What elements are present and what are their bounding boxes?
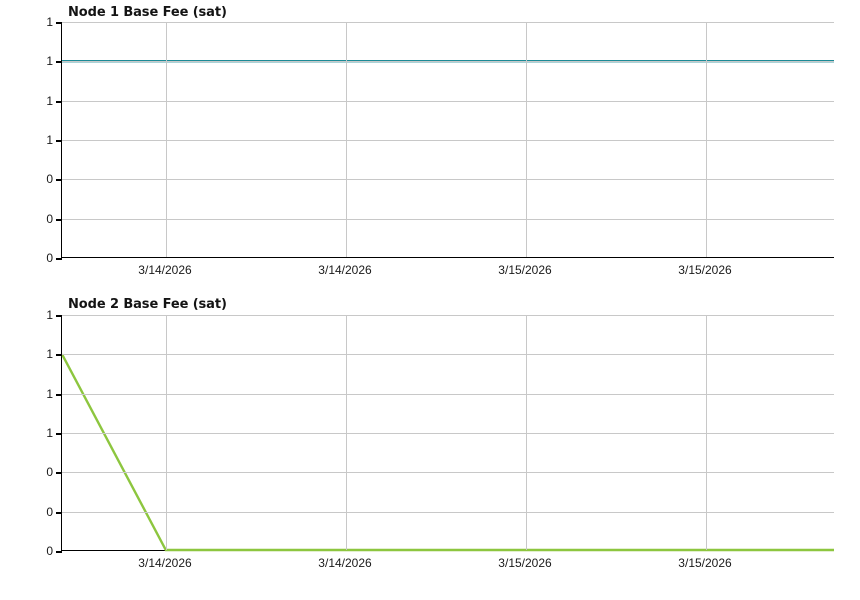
x-tick-label: 3/14/2026 [138, 263, 192, 277]
y-tick-mark [56, 433, 62, 435]
gridline-vertical [706, 315, 707, 550]
y-tick-mark [56, 140, 62, 142]
x-tick-label: 3/15/2026 [678, 263, 732, 277]
y-tick-label: 1 [46, 54, 53, 68]
y-axis-labels-node-1: 1 1 1 1 0 0 0 [0, 16, 53, 264]
y-tick-label: 1 [46, 387, 53, 401]
y-tick-label: 0 [46, 505, 53, 519]
gridline-horizontal [62, 394, 834, 395]
y-tick-label: 0 [46, 172, 53, 186]
gridline-vertical [166, 315, 167, 550]
chart-title-node-1: Node 1 Base Fee (sat) [68, 5, 227, 20]
y-tick-mark [56, 219, 62, 221]
series-line-node-2 [62, 315, 834, 550]
x-tick-label: 3/14/2026 [318, 556, 372, 570]
gridline-horizontal [62, 101, 834, 102]
series-polyline [62, 354, 834, 550]
x-axis-labels-node-1: 3/14/2026 3/14/2026 3/15/2026 3/15/2026 [0, 264, 860, 282]
gridline-horizontal [62, 22, 834, 23]
gridline-horizontal [62, 140, 834, 141]
y-tick-label: 1 [46, 426, 53, 440]
gridline-horizontal [62, 61, 834, 62]
gridline-horizontal [62, 472, 834, 473]
y-tick-label: 0 [46, 544, 53, 558]
gridline-horizontal [62, 433, 834, 434]
y-tick-label: 0 [46, 212, 53, 226]
y-tick-label: 1 [46, 308, 53, 322]
x-axis-labels-node-2: 3/14/2026 3/14/2026 3/15/2026 3/15/2026 [0, 557, 860, 575]
y-axis-labels-node-2: 1 1 1 1 0 0 0 [0, 309, 53, 557]
y-tick-label: 0 [46, 465, 53, 479]
gridline-horizontal [62, 219, 834, 220]
gridline-horizontal [62, 354, 834, 355]
gridline-vertical [526, 315, 527, 550]
y-tick-mark [56, 472, 62, 474]
x-tick-label: 3/14/2026 [318, 263, 372, 277]
y-tick-mark [56, 315, 62, 317]
x-tick-label: 3/15/2026 [498, 263, 552, 277]
y-tick-mark [56, 512, 62, 514]
chart-title-node-2: Node 2 Base Fee (sat) [68, 297, 227, 312]
y-tick-mark [56, 258, 62, 260]
x-tick-label: 3/15/2026 [678, 556, 732, 570]
plot-area-node-1 [56, 22, 834, 260]
y-tick-label: 1 [46, 15, 53, 29]
y-tick-mark [56, 101, 62, 103]
y-tick-mark [56, 394, 62, 396]
gridline-horizontal [62, 512, 834, 513]
y-tick-mark [56, 61, 62, 63]
gridline-vertical [166, 22, 167, 257]
y-tick-mark [56, 551, 62, 553]
y-tick-label: 1 [46, 347, 53, 361]
y-tick-mark [56, 354, 62, 356]
gridline-vertical [706, 22, 707, 257]
gridline-vertical [526, 22, 527, 257]
x-tick-label: 3/15/2026 [498, 556, 552, 570]
y-tick-label: 1 [46, 94, 53, 108]
y-tick-mark [56, 179, 62, 181]
y-tick-label: 0 [46, 251, 53, 265]
gridline-horizontal [62, 179, 834, 180]
y-tick-label: 1 [46, 133, 53, 147]
plot-area-node-2 [56, 315, 834, 553]
y-tick-mark [56, 22, 62, 24]
gridline-horizontal [62, 315, 834, 316]
gridline-vertical [346, 315, 347, 550]
x-tick-label: 3/14/2026 [138, 556, 192, 570]
gridline-vertical [346, 22, 347, 257]
